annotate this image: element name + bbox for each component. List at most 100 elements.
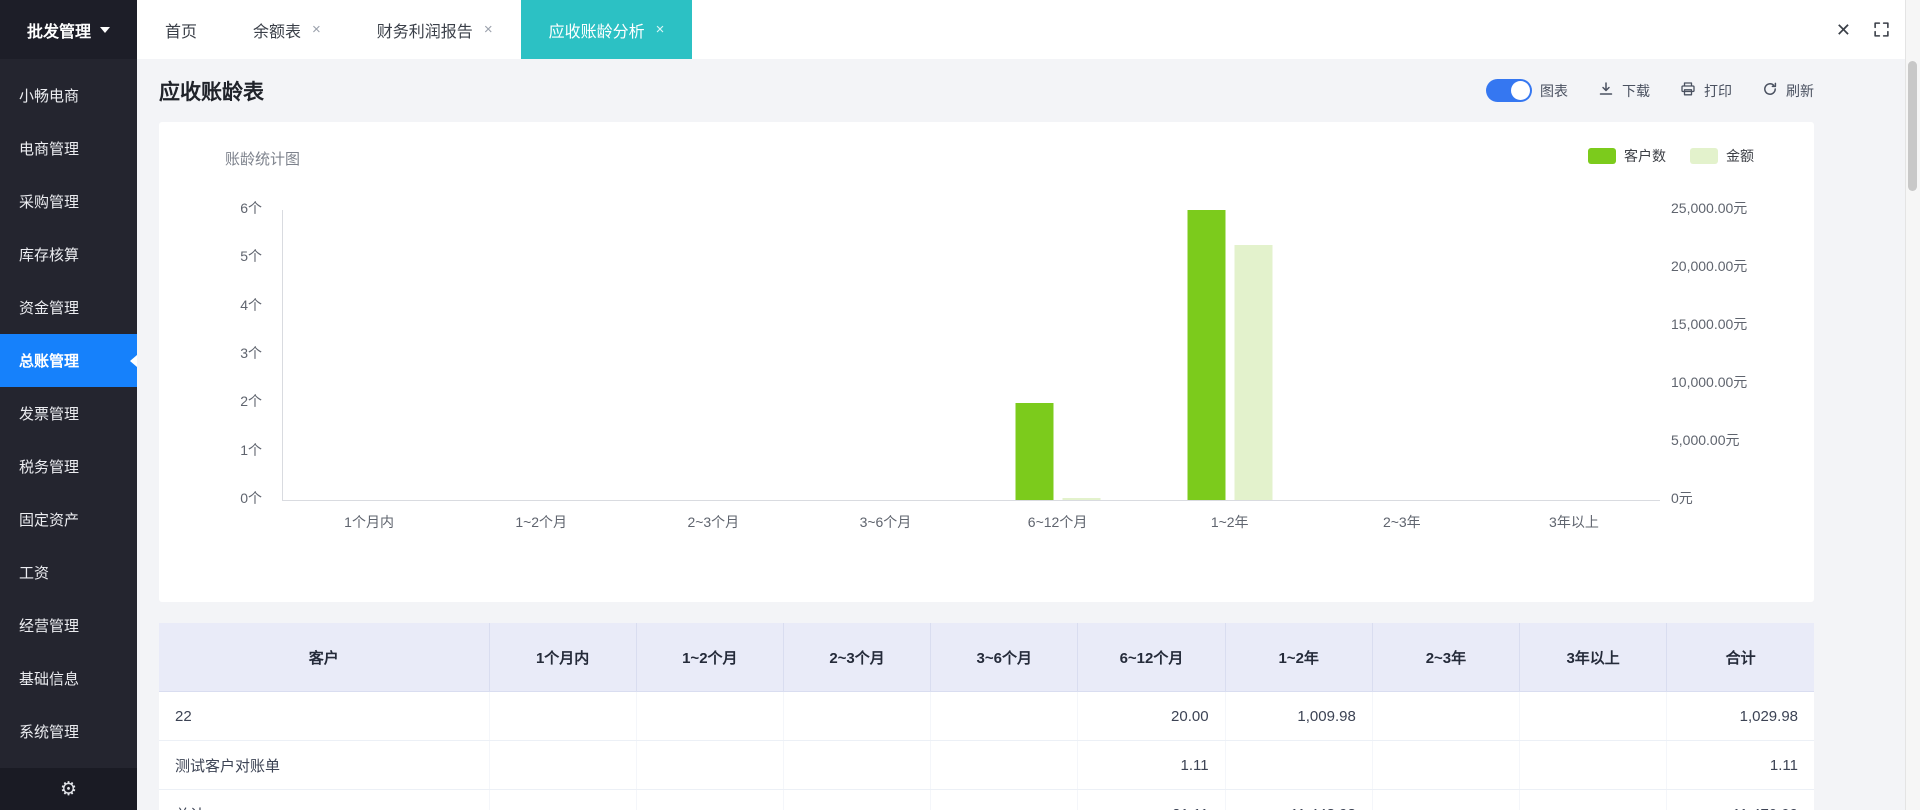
tab-label: 首页 [165,23,198,41]
table-cell: 21.11 [1077,789,1226,810]
chart-category-slot: 6~12个月 [972,210,1144,530]
sidebar-item-基础信息[interactable]: 基础信息 [19,671,80,688]
table-cell: 1.11 [1666,740,1814,790]
axis-tick-label: 15,000.00元 [1671,316,1748,332]
axis-tick-label: 0个 [240,490,262,506]
tab-close-icon[interactable]: × [655,21,665,38]
table-cell: 20.00 [1077,691,1226,741]
bar-amount [1062,498,1101,500]
table-header-cell: 3年以上 [1519,623,1668,692]
sidebar-item-小畅电商[interactable]: 小畅电商 [19,88,80,105]
axis-tick-label: 20,000.00元 [1671,258,1748,274]
legend-item-金额[interactable]: 金额 [1690,146,1754,166]
table-cell [930,691,1079,741]
aging-table-card: 客户 1个月内 1~2个月 2~3个月 3~6个月 6~12个月 1~2年 2~3年 3年以上合… [159,623,1814,810]
printer-icon [1680,81,1696,100]
chart-title: 账龄统计图 [225,151,301,168]
table-cell [783,740,932,790]
refresh-icon [1762,81,1778,100]
x-axis-label: 3年以上 [1549,514,1599,530]
table-cell [1225,740,1373,790]
axis-tick-label: 1个 [240,441,262,458]
sidebar-item-固定资产[interactable]: 固定资产 [19,512,80,529]
table-row[interactable]: 22 20.00 1,009.98 1,029.98 [159,691,1814,741]
sidebar-menu: 小畅电商电商管理采购管理库存核算资金管理总账管理发票管理税务管理固定资产工资经营… [0,59,137,768]
chart-toggle-label: 图表 [1540,82,1568,99]
tab-bar: 首页 余额表 × 财务利润报告 × 应收账龄分析 × ✕ [137,0,1920,59]
x-axis-label: 1个月内 [344,514,394,530]
chart-category-slot: 1~2个月 [455,210,627,530]
module-switcher[interactable]: 批发管理 [0,0,137,59]
download-icon [1598,81,1614,100]
axis-tick-label: 4个 [240,296,262,313]
tab-应收账龄分析[interactable]: 应收账龄分析 × [520,0,693,59]
sidebar-item-工资[interactable]: 工资 [19,565,50,582]
table-header-cell: 2~3年 [1372,623,1521,692]
sidebar-item-库存核算[interactable]: 库存核算 [19,247,80,264]
print-button[interactable]: 打印 [1680,81,1732,101]
page-header: 应收账龄表 图表 下载 [159,59,1814,122]
tab-close-icon[interactable]: × [312,21,321,38]
table-cell [930,740,1079,790]
tab-label: 财务利润报告 [376,23,473,41]
aging-table: 客户 1个月内 1~2个月 2~3个月 3~6个月 6~12个月 1~2年 2~3年 3年以上合… [159,623,1814,810]
sidebar-item-资金管理[interactable]: 资金管理 [19,300,80,317]
table-cell [783,691,932,741]
table-header-cell: 客户 [159,623,490,692]
fullscreen-icon[interactable] [1873,21,1890,38]
table-header-row: 客户 1个月内 1~2个月 2~3个月 3~6个月 6~12个月 1~2年 2~3年 3年以上合… [159,623,1814,692]
axis-tick-label: 0元 [1671,490,1693,506]
scrollbar[interactable] [1905,0,1920,810]
settings-button[interactable]: ⚙ [0,768,137,810]
axis-tick-label: 5个 [240,248,262,265]
close-icon[interactable]: ✕ [1835,19,1851,40]
sidebar-item-采购管理[interactable]: 采购管理 [19,194,80,211]
x-axis-label: 1~2年 [1210,514,1249,530]
table-cell [636,789,784,810]
chart-view-toggle[interactable]: 图表 [1486,79,1568,102]
tab-close-icon[interactable]: × [483,21,493,38]
table-cell: 测试客户对账单 [159,740,490,790]
table-cell [636,740,784,790]
chart-category-slot: 1~2年 [1144,210,1316,530]
axis-tick-label: 3个 [240,345,262,361]
download-button[interactable]: 下载 [1598,81,1650,101]
table-cell [1372,740,1521,790]
sidebar-item-税务管理[interactable]: 税务管理 [19,459,80,476]
table-cell [489,789,637,810]
table-header-cell: 合计 [1666,623,1814,692]
sidebar-item-系统管理[interactable]: 系统管理 [19,724,80,741]
sidebar-item-经营管理[interactable]: 经营管理 [19,618,80,635]
table-cell: 11,448.98 [1225,789,1373,810]
axis-tick-label: 2个 [240,393,262,410]
chart-plot: 1个月内 1~2个月 2~3个月 3~6个月 6~12个月 1~2年 2~3年 3年以上 [282,210,1660,530]
x-axis-label: 2~3个月 [687,514,740,530]
table-row[interactable]: 测试客户对账单 1.11 1.11 [159,740,1814,790]
tab-label: 应收账龄分析 [548,23,645,41]
sidebar-item-发票管理[interactable]: 发票管理 [19,406,80,423]
table-header-cell: 3~6个月 [930,623,1079,692]
table-header-cell: 1~2年 [1225,623,1373,692]
chart-category-slot: 2~3个月 [627,210,799,530]
toolbar: 图表 下载 [1486,79,1814,102]
table-cell [1519,789,1668,810]
toggle-switch[interactable] [1486,79,1532,102]
legend-label: 客户数 [1624,148,1666,164]
legend-item-客户数[interactable]: 客户数 [1588,146,1666,166]
tab-财务利润报告[interactable]: 财务利润报告 × [349,0,521,59]
x-axis-label: 1~2个月 [515,514,568,530]
x-axis-label: 3~6个月 [859,514,912,530]
sidebar-item-总账管理[interactable]: 总账管理 [0,334,137,387]
aging-chart-card: 账龄统计图 客户数 金额 0个 1个 2个 3个 4个 5个 6个 0元 5,000.00元 10… [159,122,1814,602]
table-cell [489,740,637,790]
legend-swatch [1588,148,1616,164]
tab-strip: 首页 余额表 × 财务利润报告 × 应收账龄分析 × [137,0,693,59]
tab-首页[interactable]: 首页 [137,0,225,59]
table-cell: 1,029.98 [1666,691,1814,741]
refresh-button[interactable]: 刷新 [1762,81,1814,101]
tab-余额表[interactable]: 余额表 × [225,0,349,59]
table-header-cell: 1个月内 [489,623,637,692]
sidebar-item-电商管理[interactable]: 电商管理 [19,141,80,158]
table-row[interactable]: 总计 21.1111,448.98 11,470.09 [159,789,1814,810]
scrollbar-thumb[interactable] [1908,61,1917,191]
